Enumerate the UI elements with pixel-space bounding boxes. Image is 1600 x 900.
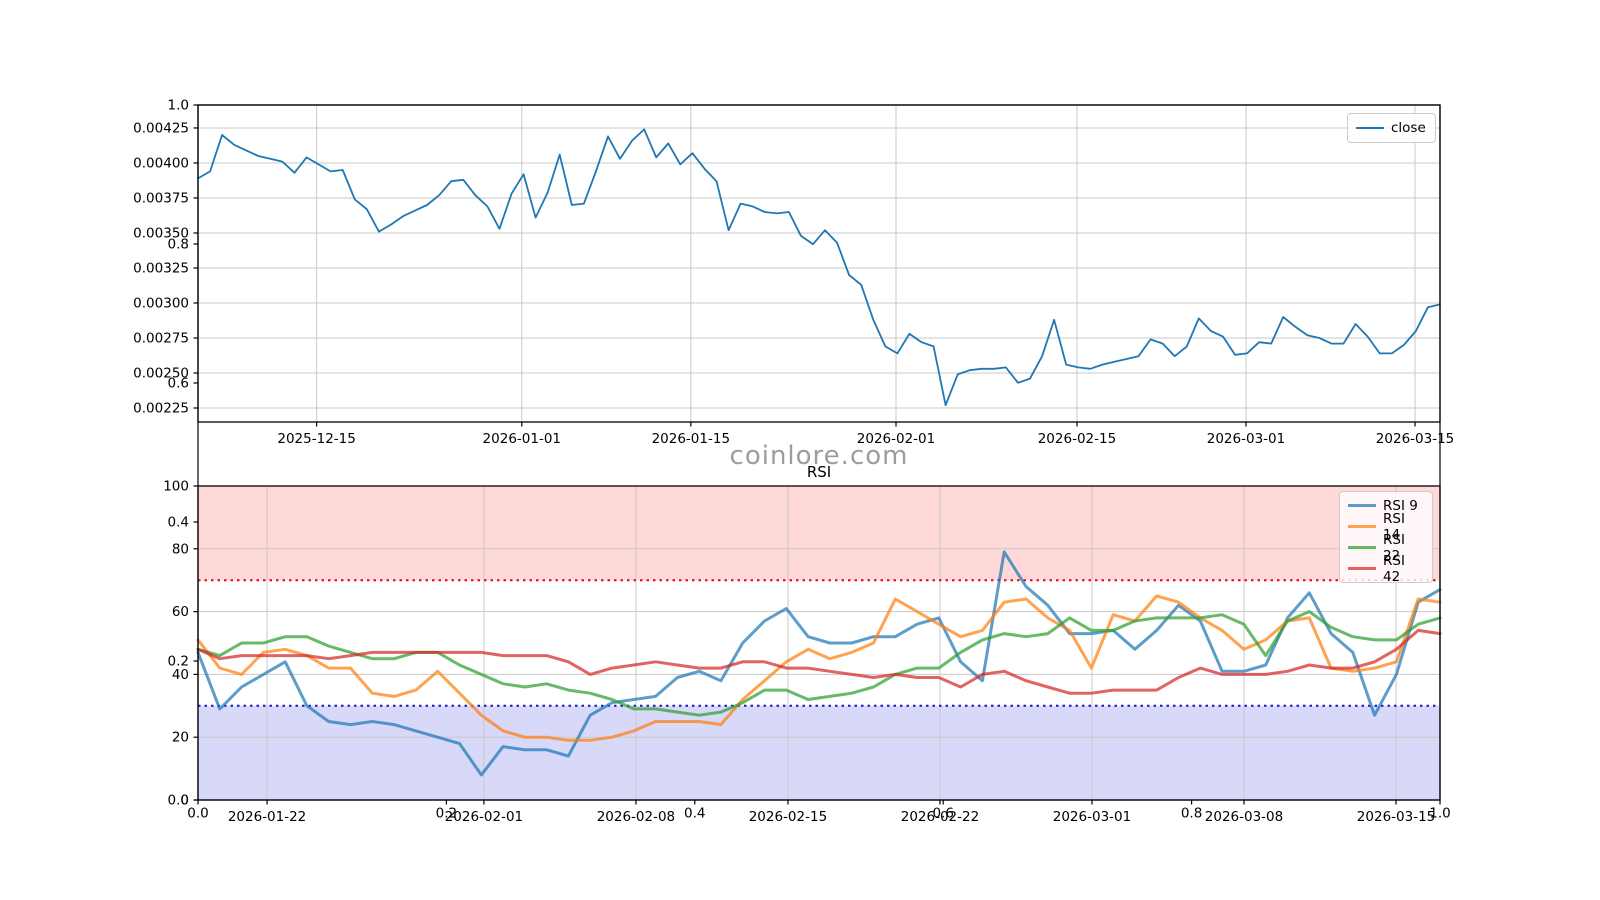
overlay-y-tick-label: 0.8 [168, 237, 189, 253]
x-tick-label: 2026-02-22 [901, 809, 979, 825]
x-tick-label: 2025-12-15 [277, 431, 355, 447]
y-tick-label: 0 [180, 793, 189, 809]
series-line-rsi-9 [196, 550, 1442, 777]
y-tick-label: 0.00275 [133, 330, 189, 346]
x-tick-label: 2026-03-15 [1357, 809, 1435, 825]
y-tick-label: 0.00300 [133, 295, 189, 311]
x-tick-label: 2026-02-01 [445, 809, 523, 825]
x-tick-label: 2026-01-22 [228, 809, 306, 825]
overlay-y-tick-label: 0.2 [168, 654, 189, 670]
overlay-y-tick-label: 0.4 [168, 515, 189, 531]
y-tick-label: 0.00375 [133, 190, 189, 206]
y-tick-label: 60 [172, 604, 189, 620]
y-tick-label: 80 [172, 541, 189, 557]
y-tick-label: 20 [172, 730, 189, 746]
legend-label-rsi22: RSI 22 [1383, 531, 1405, 564]
x-tick-label: 2026-02-08 [597, 809, 675, 825]
rsi9-line-swatch [1348, 504, 1376, 507]
y-tick-label: 0.00425 [133, 120, 189, 136]
y-tick-label: 0.00350 [133, 225, 189, 241]
legend-label-rsi9: RSI 9 [1383, 497, 1418, 514]
series-line-close [197, 128, 1441, 407]
axes-spines-price [197, 104, 1441, 423]
x-tick-label: 2026-02-15 [749, 809, 827, 825]
overlay-x-tick-label: 0.0 [187, 806, 208, 822]
x-tick-label: 2026-01-15 [652, 431, 730, 447]
y-tick-label: 0.00400 [133, 155, 189, 171]
x-tick-label: 2026-03-15 [1376, 431, 1454, 447]
price-legend: close [1347, 113, 1436, 143]
overlay-x-tick-label: 0.2 [436, 806, 457, 822]
legend-label-close: close [1391, 120, 1426, 136]
x-tick-label: 2026-03-08 [1205, 809, 1283, 825]
legend-item-rsi14: RSI 14 [1340, 511, 1432, 543]
legend-label-rsi42: RSI 42 [1383, 552, 1405, 585]
legend-item-rsi9: RSI 9 [1340, 495, 1432, 516]
overlay-x-tick-label: 0.8 [1181, 806, 1202, 822]
series-line-rsi-42 [196, 628, 1442, 695]
x-tick-label: 2026-02-15 [1038, 431, 1116, 447]
watermark: coinlore.com [729, 441, 909, 471]
rsi-panel-title: RSI [806, 463, 832, 481]
y-tick-label: 40 [172, 667, 189, 683]
x-tick-label: 2026-02-01 [857, 431, 935, 447]
axes-spines-rsi [197, 485, 1441, 801]
y-tick-label: 100 [163, 479, 189, 495]
band-overbought [198, 486, 1440, 581]
x-tick-label: 2026-03-01 [1053, 809, 1131, 825]
overlay-y-tick-label: 0.0 [168, 793, 189, 809]
series-line-rsi-14 [196, 594, 1442, 742]
rsi-legend: RSI 9 RSI 14 RSI 22 RSI 42 [1339, 491, 1433, 585]
overlay-x-tick-label: 1.0 [1429, 806, 1450, 822]
overlay-y-tick-label: 1.0 [168, 98, 189, 114]
rsi22-line-swatch [1348, 546, 1376, 549]
legend-item-rsi42: RSI 42 [1340, 553, 1432, 585]
overlay-x-tick-label: 0.4 [684, 806, 705, 822]
legend-item-close: close [1348, 118, 1434, 139]
band-oversold [198, 705, 1440, 800]
y-tick-label: 0.00325 [133, 260, 189, 276]
rsi42-line-swatch [1348, 567, 1376, 570]
x-tick-label: 2026-01-01 [483, 431, 561, 447]
x-tick-label: 2026-03-01 [1207, 431, 1285, 447]
series-line-rsi-22 [196, 610, 1442, 717]
legend-label-rsi14: RSI 14 [1383, 510, 1405, 543]
legend-item-rsi22: RSI 22 [1340, 532, 1432, 564]
y-tick-label: 0.00250 [133, 365, 189, 381]
overlay-y-tick-label: 0.6 [168, 376, 189, 392]
y-tick-label: 0.00225 [133, 400, 189, 416]
overlay-x-tick-label: 0.6 [932, 806, 953, 822]
rsi14-line-swatch [1348, 525, 1376, 528]
close-line-swatch [1356, 127, 1384, 129]
